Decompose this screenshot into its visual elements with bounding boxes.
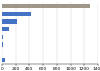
Bar [2, 19, 17, 24]
Bar [2, 12, 31, 16]
Bar [2, 4, 90, 8]
Bar [2, 58, 5, 62]
Bar [2, 42, 3, 47]
Bar [2, 35, 3, 39]
Bar [2, 27, 9, 31]
